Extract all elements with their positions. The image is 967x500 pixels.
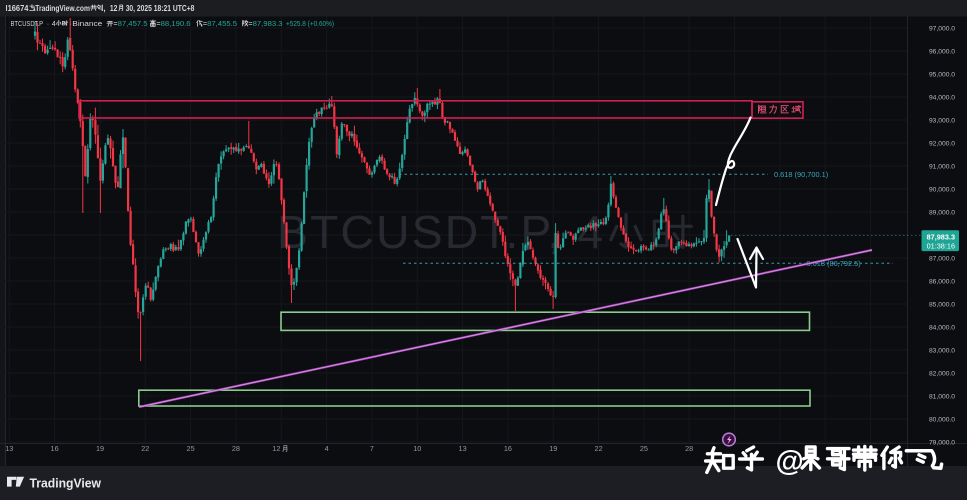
svg-text:·: · — [47, 19, 49, 28]
svg-text:83,000.0: 83,000.0 — [929, 347, 955, 354]
svg-text:l16674: l16674 — [6, 4, 29, 13]
svg-text:85,000.0: 85,000.0 — [929, 301, 955, 308]
svg-text:28: 28 — [685, 444, 693, 453]
svg-text:BTCUSDT.P: BTCUSDT.P — [11, 19, 44, 28]
svg-text:+525.8 (+0.60%): +525.8 (+0.60%) — [286, 19, 334, 28]
svg-text:0.618 (86,792.5): 0.618 (86,792.5) — [807, 259, 861, 268]
svg-text:12: 12 — [110, 4, 118, 13]
svg-text:0.618 (90,700.1): 0.618 (90,700.1) — [774, 170, 828, 179]
svg-text:13: 13 — [5, 444, 13, 453]
svg-text:87,983.3: 87,983.3 — [253, 19, 283, 28]
svg-text:10: 10 — [413, 444, 421, 453]
svg-text:80,000.0: 80,000.0 — [929, 416, 955, 423]
svg-text:TradingView.com: TradingView.com — [35, 4, 90, 13]
svg-text:25: 25 — [640, 444, 648, 453]
svg-text:87,000.0: 87,000.0 — [929, 255, 955, 262]
svg-text:89,000.0: 89,000.0 — [929, 209, 955, 216]
svg-text:19: 19 — [96, 444, 104, 453]
svg-text:=: = — [113, 19, 117, 28]
svg-text:7: 7 — [370, 444, 374, 453]
svg-text:·: · — [69, 19, 71, 28]
svg-text:79,000.0: 79,000.0 — [929, 439, 955, 446]
svg-text:13: 13 — [459, 444, 467, 453]
svg-text:81,000.0: 81,000.0 — [929, 393, 955, 400]
svg-text:Binance: Binance — [72, 19, 102, 28]
svg-text:=: = — [203, 19, 207, 28]
svg-text:@: @ — [776, 446, 804, 478]
svg-text:01:38:16: 01:38:16 — [927, 242, 955, 251]
svg-text:BTCUSDT.P, 4: BTCUSDT.P, 4 — [277, 206, 605, 258]
svg-text:86,000.0: 86,000.0 — [929, 278, 955, 285]
svg-text:4: 4 — [325, 444, 329, 453]
svg-text:96,000.0: 96,000.0 — [929, 48, 955, 55]
svg-text:TradingView: TradingView — [30, 475, 102, 490]
svg-text:22: 22 — [141, 444, 149, 453]
svg-text:87,457.5: 87,457.5 — [118, 19, 148, 28]
svg-text:87,983.3: 87,983.3 — [927, 233, 955, 242]
svg-text:25: 25 — [187, 444, 195, 453]
svg-text:16: 16 — [51, 444, 59, 453]
svg-text:84,000.0: 84,000.0 — [929, 324, 955, 331]
svg-text:95,000.0: 95,000.0 — [929, 71, 955, 78]
svg-text:82,000.0: 82,000.0 — [929, 370, 955, 377]
svg-text:28: 28 — [232, 444, 240, 453]
svg-text:12: 12 — [272, 444, 280, 453]
svg-text:91,000.0: 91,000.0 — [929, 163, 955, 170]
svg-text:=: = — [248, 19, 252, 28]
svg-text:16: 16 — [504, 444, 512, 453]
svg-text:97,000.0: 97,000.0 — [929, 25, 955, 32]
svg-text:19: 19 — [549, 444, 557, 453]
svg-text:94,000.0: 94,000.0 — [929, 94, 955, 101]
svg-text:22: 22 — [595, 444, 603, 453]
svg-text:92,000.0: 92,000.0 — [929, 140, 955, 147]
svg-text:93,000.0: 93,000.0 — [929, 117, 955, 124]
svg-text:30, 2025 18:21 UTC+8: 30, 2025 18:21 UTC+8 — [126, 4, 195, 13]
svg-text:,: , — [103, 4, 105, 13]
svg-text:87,455.5: 87,455.5 — [207, 19, 237, 28]
svg-text:88,190.6: 88,190.6 — [161, 19, 191, 28]
svg-text:=: = — [156, 19, 160, 28]
svg-text:90,000.0: 90,000.0 — [929, 186, 955, 193]
svg-text:4: 4 — [52, 19, 56, 28]
